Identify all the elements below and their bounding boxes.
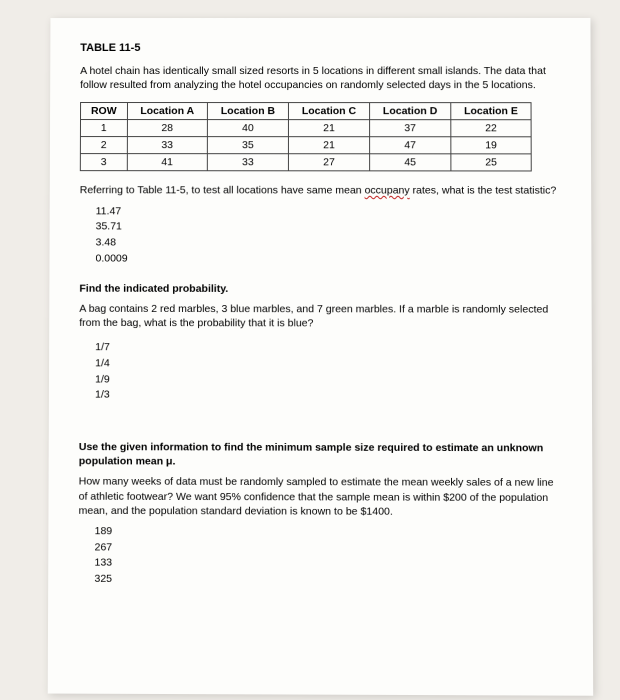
col-header: Location D xyxy=(370,103,451,120)
cell: 45 xyxy=(370,154,451,171)
option: 0.0009 xyxy=(95,251,561,267)
table-desc: A hotel chain has identically small size… xyxy=(80,64,561,92)
option: 3.48 xyxy=(96,235,562,251)
q2-text: A bag contains 2 red marbles, 3 blue mar… xyxy=(79,301,561,330)
q1-options: 11.47 35.71 3.48 0.0009 xyxy=(79,204,561,268)
cell: 37 xyxy=(370,120,451,137)
cell: 1 xyxy=(80,120,127,137)
option: 267 xyxy=(95,540,563,557)
q3-text: How many weeks of data must be randomly … xyxy=(79,475,563,519)
data-table: ROW Location A Location B Location C Loc… xyxy=(80,102,532,171)
q2-options: 1/7 1/4 1/9 1/3 xyxy=(79,340,562,405)
option: 325 xyxy=(94,572,562,590)
cell: 33 xyxy=(127,137,208,154)
q1-text: Referring to Table 11-5, to test all loc… xyxy=(80,184,561,199)
table-row: 3 41 33 27 45 25 xyxy=(80,154,531,171)
cell: 28 xyxy=(127,120,207,137)
option: 35.71 xyxy=(96,220,562,236)
col-header: ROW xyxy=(81,103,128,120)
cell: 35 xyxy=(207,137,288,154)
col-header: Location E xyxy=(451,103,532,120)
cell: 2 xyxy=(80,137,127,154)
table-header-row: ROW Location A Location B Location C Loc… xyxy=(81,103,532,120)
q3-options: 189 267 133 325 xyxy=(78,524,562,590)
option: 11.47 xyxy=(96,204,561,220)
table-row: 1 28 40 21 37 22 xyxy=(80,120,531,137)
cell: 21 xyxy=(288,120,369,137)
cell: 47 xyxy=(370,137,451,154)
q1-squiggle: occupany xyxy=(365,185,410,197)
option: 1/3 xyxy=(95,388,562,405)
col-header: Location C xyxy=(288,103,369,120)
col-header: Location B xyxy=(207,103,288,120)
cell: 40 xyxy=(207,120,288,137)
cell: 3 xyxy=(80,154,127,171)
q2-heading: Find the indicated probability. xyxy=(79,281,561,296)
q3-heading: Use the given information to find the mi… xyxy=(79,440,562,470)
cell: 25 xyxy=(451,154,532,171)
cell: 21 xyxy=(288,137,369,154)
col-header: Location A xyxy=(127,103,207,120)
option: 1/9 xyxy=(95,372,562,389)
table-title: TABLE 11-5 xyxy=(80,42,560,54)
cell: 22 xyxy=(451,120,532,137)
table-row: 2 33 35 21 47 19 xyxy=(80,137,531,154)
q1-pre: Referring to Table 11-5, to test all loc… xyxy=(80,185,365,197)
cell: 19 xyxy=(451,137,532,154)
cell: 27 xyxy=(288,154,369,171)
worksheet-page: TABLE 11-5 A hotel chain has identically… xyxy=(48,18,593,696)
q1-post: rates, what is the test statistic? xyxy=(410,185,557,197)
option: 1/7 xyxy=(95,340,561,357)
cell: 33 xyxy=(207,154,288,171)
cell: 41 xyxy=(127,154,208,171)
option: 133 xyxy=(94,556,562,574)
option: 189 xyxy=(95,524,563,541)
option: 1/4 xyxy=(95,356,561,373)
